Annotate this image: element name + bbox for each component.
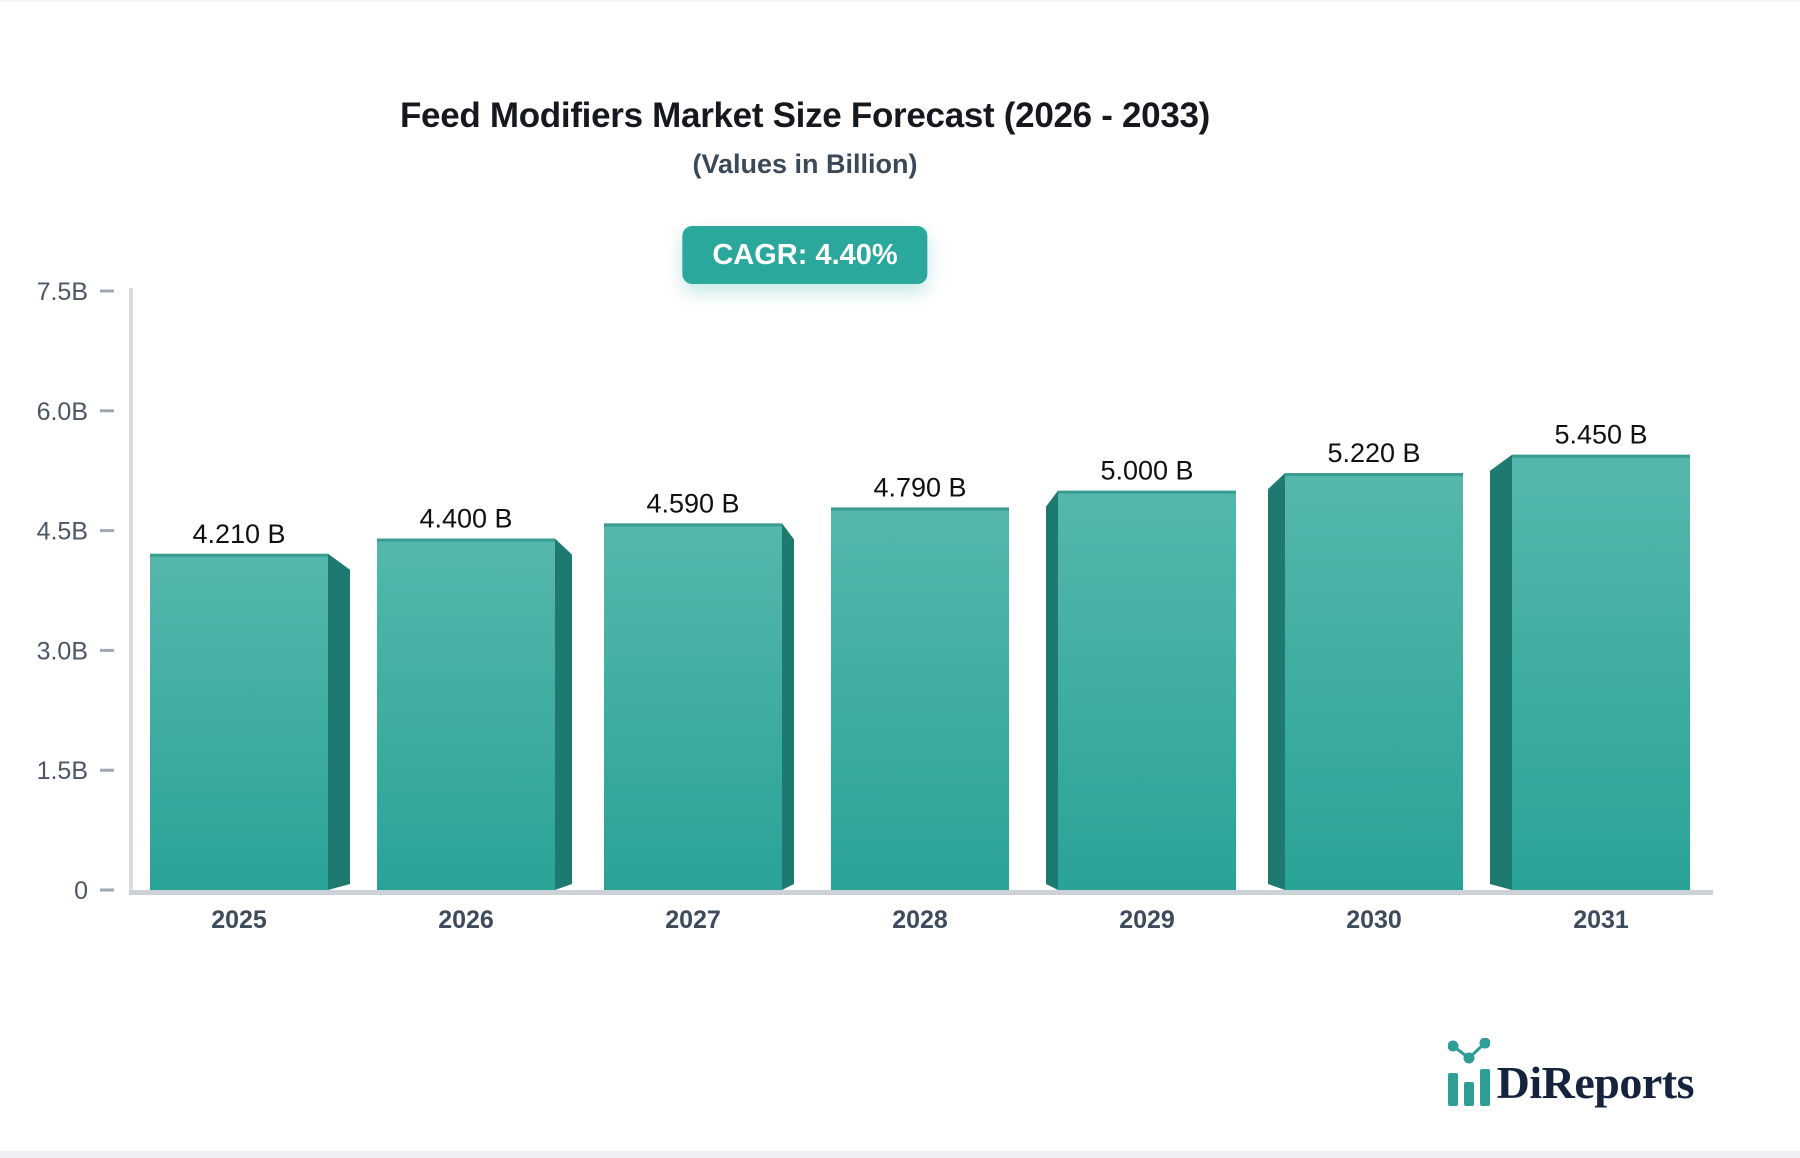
bottom-border	[0, 1151, 1800, 1158]
x-category-label: 2031	[1573, 906, 1629, 934]
bar-chart-logo-icon	[1447, 1038, 1490, 1106]
brand-logo: DiReports	[1447, 1038, 1695, 1108]
bar	[1512, 454, 1690, 890]
x-category-label: 2027	[665, 906, 721, 934]
x-category-label: 2029	[1119, 906, 1175, 934]
bar-top-edge	[1512, 454, 1690, 458]
bar-side-face	[555, 538, 572, 890]
bar	[1285, 473, 1463, 890]
bar-side-face	[328, 553, 350, 890]
bar-value-label: 5.000 B	[1100, 456, 1193, 486]
bar-top-edge	[1058, 490, 1236, 494]
x-category-label: 2028	[892, 906, 948, 934]
y-tick-label: 6.0B	[37, 398, 88, 426]
bar	[1058, 490, 1236, 890]
y-tick-label: 1.5B	[37, 757, 88, 785]
bar-value-label: 5.450 B	[1554, 420, 1647, 450]
bar-side-face	[1046, 490, 1058, 890]
page-title: Feed Modifiers Market Size Forecast (202…	[399, 96, 1211, 135]
bar	[150, 553, 328, 890]
bar-value-label: 4.210 B	[192, 519, 285, 549]
bar-top-edge	[1285, 473, 1463, 477]
bar-side-face	[1490, 454, 1512, 890]
bar-value-label: 5.220 B	[1327, 438, 1420, 468]
x-category-label: 2026	[438, 906, 494, 934]
y-tick-label: 4.5B	[37, 518, 88, 546]
bar-top-edge	[831, 507, 1009, 511]
x-category-label: 2025	[211, 906, 267, 934]
bar	[604, 523, 782, 890]
x-category-label: 2030	[1346, 906, 1402, 934]
bar-value-label: 4.590 B	[646, 488, 739, 518]
bar-value-label: 4.400 B	[419, 504, 512, 534]
bar-top-edge	[150, 553, 328, 557]
bar	[377, 538, 555, 890]
y-tick-label: 0	[74, 877, 88, 905]
cagr-badge: CAGR: 4.40%	[682, 226, 928, 284]
bar-value-label: 4.790 B	[873, 472, 966, 502]
y-tick-label: 7.5B	[37, 278, 88, 306]
bar-side-face	[782, 523, 794, 890]
bar-top-edge	[604, 523, 782, 527]
bar	[831, 507, 1009, 890]
y-tick-label: 3.0B	[37, 637, 88, 665]
bar-side-face	[1268, 473, 1285, 890]
bar-top-edge	[377, 538, 555, 542]
chart-subtitle: (Values in Billion)	[692, 149, 918, 179]
brand-name: DiReports	[1496, 1057, 1695, 1108]
